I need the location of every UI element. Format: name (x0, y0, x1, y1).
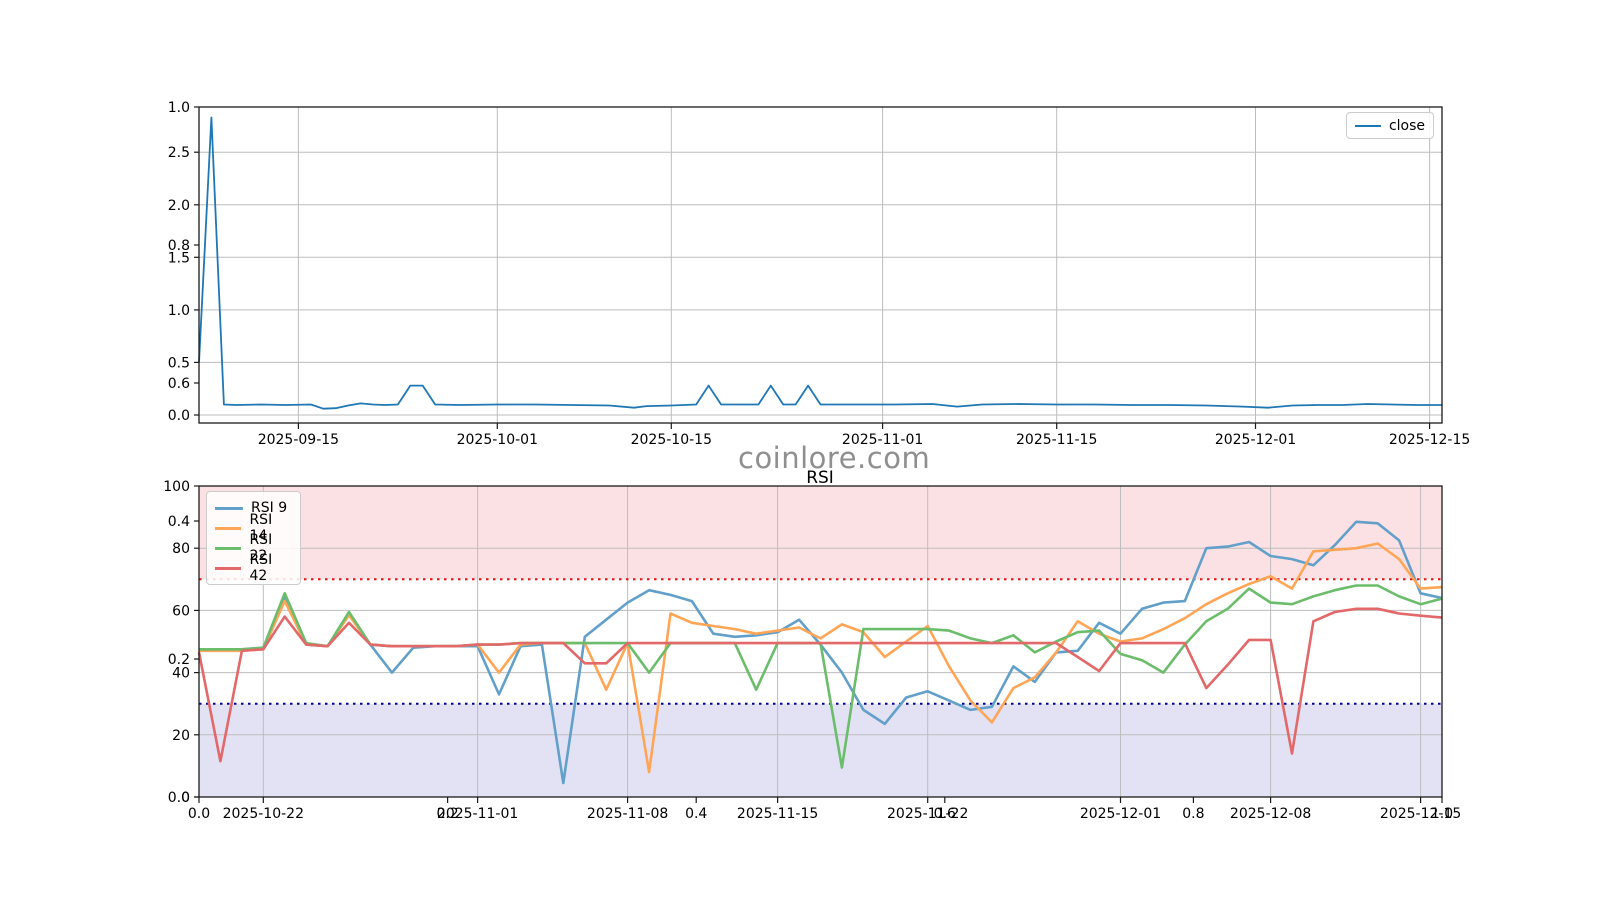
svg-text:2025-11-15: 2025-11-15 (1016, 432, 1097, 448)
svg-text:2025-11-08: 2025-11-08 (587, 806, 668, 822)
svg-text:2.5: 2.5 (168, 145, 190, 161)
rsi-legend-item: RSI 14 (215, 512, 292, 544)
rsi14-legend-label: RSI 14 (249, 512, 273, 544)
svg-text:2025-12-15: 2025-12-15 (1389, 432, 1470, 448)
svg-text:2025-10-01: 2025-10-01 (457, 432, 538, 448)
svg-text:0.4: 0.4 (685, 806, 707, 822)
svg-text:1.5: 1.5 (168, 250, 190, 266)
svg-text:60: 60 (172, 603, 190, 619)
rsi-legend: RSI 9 RSI 14 RSI 22 RSI 42 (206, 491, 301, 585)
close-legend: close (1346, 112, 1434, 139)
svg-text:80: 80 (172, 541, 190, 557)
rsi-legend-item: RSI 22 (215, 532, 292, 564)
rsi14-line-sample-icon (215, 526, 242, 530)
svg-text:2025-11-01: 2025-11-01 (842, 432, 923, 448)
close-legend-label: close (1388, 117, 1425, 134)
svg-text:2025-11-22: 2025-11-22 (887, 806, 968, 822)
close-line-sample-icon (1355, 124, 1381, 127)
rsi9-legend-label: RSI 9 (251, 500, 288, 516)
svg-text:2025-10-22: 2025-10-22 (223, 806, 304, 822)
svg-text:2025-09-15: 2025-09-15 (258, 432, 339, 448)
svg-text:0.4: 0.4 (168, 514, 190, 530)
rsi42-line-sample-icon (215, 566, 242, 570)
svg-text:40: 40 (172, 666, 190, 682)
svg-text:0: 0 (181, 790, 190, 806)
svg-text:2025-12-01: 2025-12-01 (1080, 806, 1161, 822)
svg-text:1.0: 1.0 (168, 303, 190, 319)
svg-text:20: 20 (172, 728, 190, 744)
rsi-legend-item: RSI 9 (215, 498, 292, 518)
svg-text:1.0: 1.0 (168, 100, 190, 116)
svg-text:2025-12-15: 2025-12-15 (1380, 806, 1461, 822)
svg-text:2.0: 2.0 (168, 198, 190, 214)
svg-text:0.6: 0.6 (168, 376, 190, 392)
svg-text:1.0: 1.0 (1431, 806, 1453, 822)
rsi42-legend-label: RSI 42 (249, 552, 273, 584)
svg-text:0.0: 0.0 (168, 408, 190, 424)
svg-text:0.0: 0.0 (188, 806, 210, 822)
rsi9-line-sample-icon (215, 506, 243, 510)
svg-text:0.8: 0.8 (1182, 806, 1204, 822)
rsi-legend-item: RSI 42 (215, 552, 292, 584)
rsi22-line-sample-icon (215, 546, 242, 550)
svg-text:2025-12-01: 2025-12-01 (1215, 432, 1296, 448)
svg-text:0.5: 0.5 (168, 355, 190, 371)
svg-text:0.0: 0.0 (168, 790, 190, 806)
svg-text:0.2: 0.2 (168, 652, 190, 668)
svg-text:0.8: 0.8 (168, 238, 190, 254)
svg-text:2025-12-08: 2025-12-08 (1230, 806, 1311, 822)
svg-text:2025-11-15: 2025-11-15 (737, 806, 818, 822)
watermark: coinlore.com (738, 441, 931, 475)
svg-text:0.2: 0.2 (436, 806, 458, 822)
rsi22-legend-label: RSI 22 (249, 532, 273, 564)
svg-text:100: 100 (163, 479, 190, 495)
rsi-panel-title: RSI (806, 468, 834, 488)
svg-text:2025-11-01: 2025-11-01 (437, 806, 518, 822)
svg-text:0.6: 0.6 (934, 806, 956, 822)
svg-text:2025-10-15: 2025-10-15 (631, 432, 712, 448)
